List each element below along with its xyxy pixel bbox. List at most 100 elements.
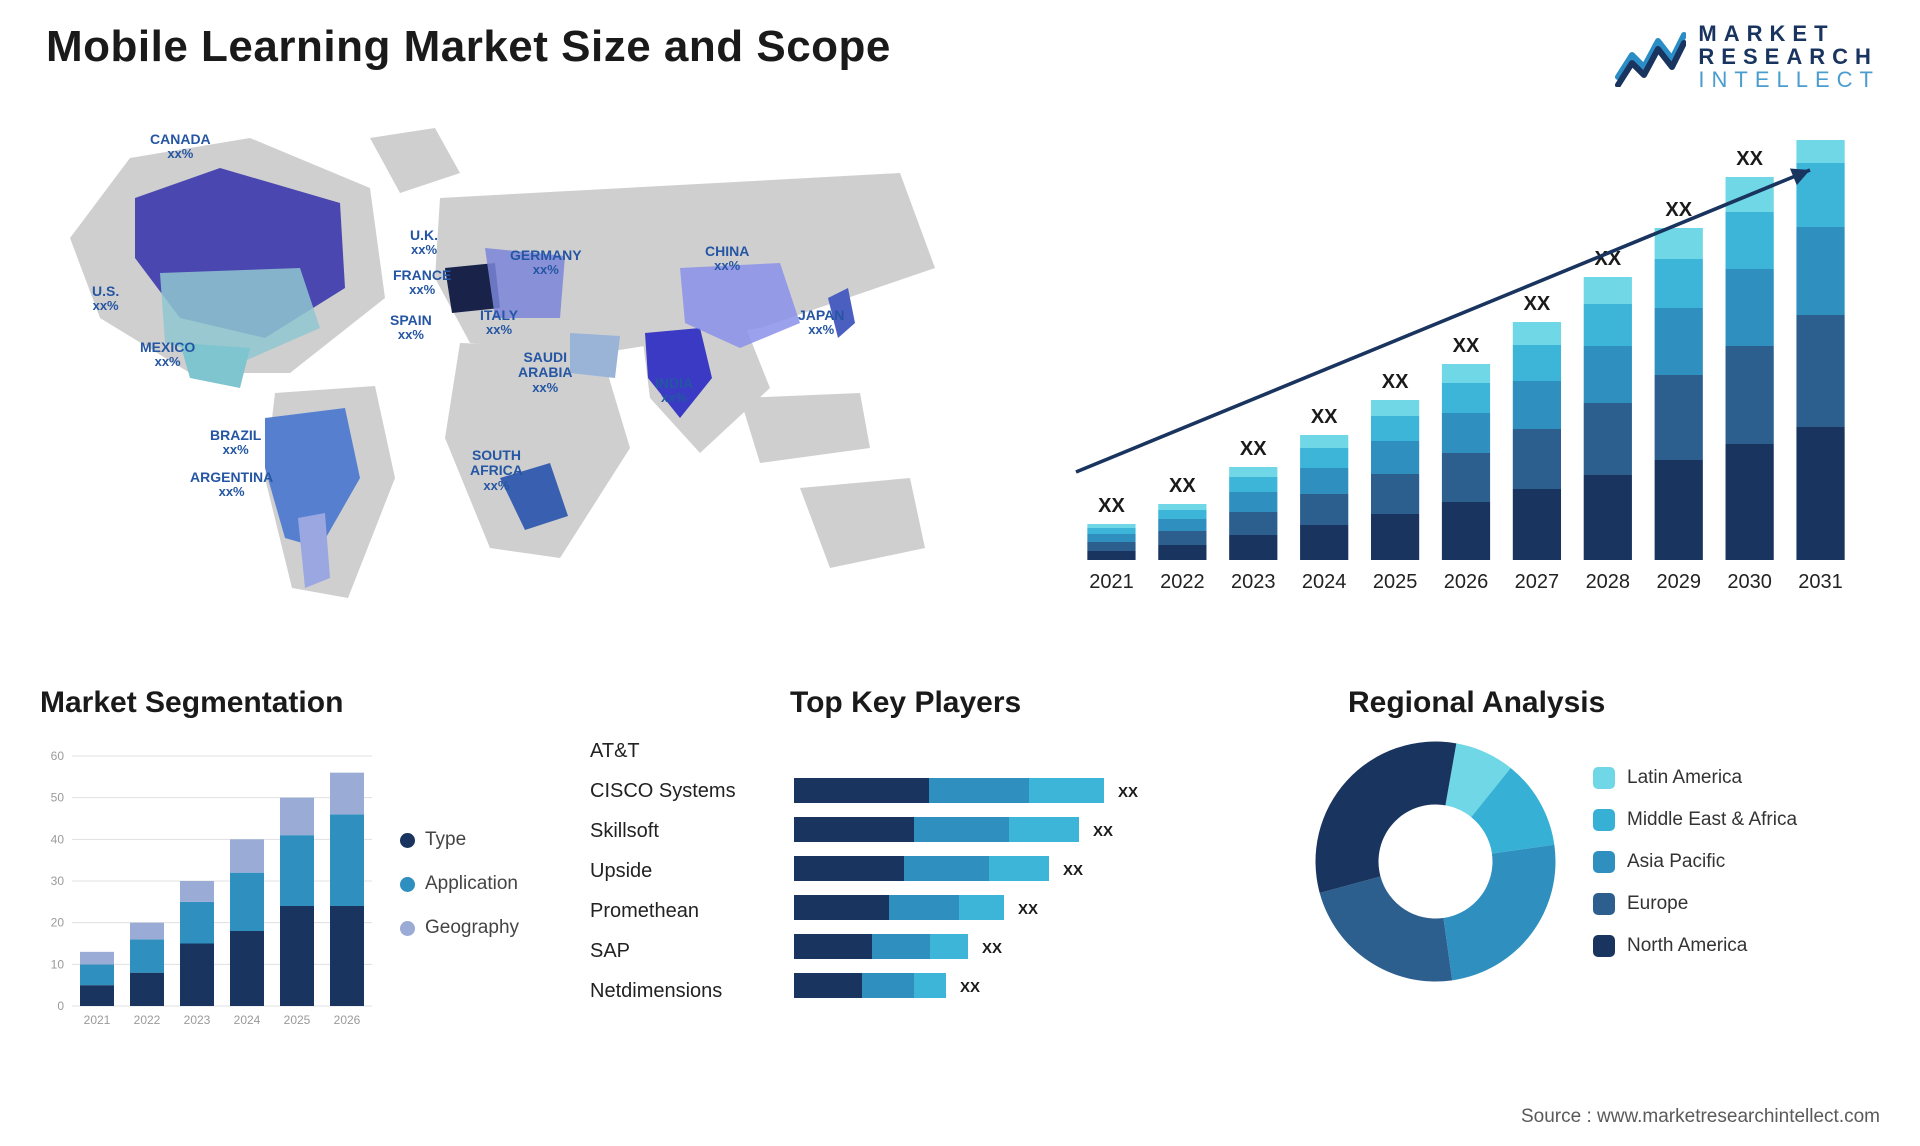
trend-year-label: 2024 <box>1302 571 1347 593</box>
trend-bar-segment <box>1726 269 1774 346</box>
square-icon <box>1593 935 1615 957</box>
circle-icon <box>400 877 415 892</box>
player-bar-segment <box>794 778 929 803</box>
trend-bar-segment <box>1087 542 1135 551</box>
trend-year-label: 2030 <box>1727 571 1772 593</box>
logo-text: MARKET RESEARCH INTELLECT <box>1698 22 1880 91</box>
player-bar-segment <box>959 895 1004 920</box>
regional-legend-label: Asia Pacific <box>1627 851 1725 873</box>
trend-bar-value: XX <box>1169 475 1196 497</box>
trend-bar-segment <box>1584 277 1632 304</box>
trend-bar-value: XX <box>1311 406 1338 428</box>
circle-icon <box>400 921 415 936</box>
player-bar-segment <box>930 934 968 959</box>
seg-bar-segment <box>130 923 164 940</box>
seg-bar-segment <box>130 939 164 972</box>
trend-bar-segment <box>1442 413 1490 453</box>
page-title: Mobile Learning Market Size and Scope <box>46 22 891 72</box>
trend-bar-value: XX <box>1453 335 1480 357</box>
trend-bar-segment <box>1158 504 1206 510</box>
map-label: ITALYxx% <box>480 308 518 338</box>
regional-legend: Latin AmericaMiddle East & AfricaAsia Pa… <box>1593 767 1797 957</box>
trend-bar-segment <box>1229 535 1277 560</box>
trend-bar-segment <box>1371 441 1419 474</box>
seg-legend-item: Geography <box>400 917 519 939</box>
trend-bar-segment <box>1371 474 1419 514</box>
page: Mobile Learning Market Size and Scope MA… <box>0 0 1920 1146</box>
regional-legend-label: Latin America <box>1627 767 1742 789</box>
logo-line1: MARKET <box>1698 22 1880 45</box>
trend-bar-segment <box>1796 227 1844 315</box>
regional-legend-item: North America <box>1593 935 1797 957</box>
player-bar-segment <box>794 817 914 842</box>
trend-bar-segment <box>1300 435 1348 448</box>
trend-bar-value: XX <box>1240 438 1267 460</box>
seg-ytick: 30 <box>51 874 65 888</box>
trend-year-label: 2022 <box>1160 571 1205 593</box>
bottom-row: Market Segmentation 01020304050602021202… <box>40 686 1880 1086</box>
regional-analysis: Regional Analysis Latin AmericaMiddle Ea… <box>1290 686 1880 1086</box>
trend-bar-segment <box>1655 460 1703 560</box>
trend-bar-segment <box>1300 494 1348 525</box>
trend-bar-segment <box>1655 308 1703 375</box>
trend-bar-segment <box>1584 475 1632 560</box>
map-label: U.K.xx% <box>410 228 438 258</box>
key-players-labels: AT&TCISCO SystemsSkillsoftUpsidePromethe… <box>590 734 770 1024</box>
seg-bar-segment <box>330 906 364 1006</box>
trend-bar-value: XX <box>1098 495 1125 517</box>
seg-bar-segment <box>230 931 264 1006</box>
map-label: SPAINxx% <box>390 313 432 343</box>
trend-bar-value: XX <box>1665 199 1692 221</box>
map-label: ARGENTINAxx% <box>190 470 273 500</box>
seg-ytick: 10 <box>51 957 65 971</box>
seg-bar-segment <box>330 814 364 906</box>
player-bar-segment <box>989 856 1049 881</box>
map-label: CHINAxx% <box>705 244 749 274</box>
map-label: GERMANYxx% <box>510 248 582 278</box>
trend-bar-segment <box>1655 375 1703 460</box>
trend-bar-segment <box>1087 524 1135 528</box>
seg-bar-segment <box>280 798 314 836</box>
logo-mark-icon <box>1614 27 1686 87</box>
segmentation-legend: Type Application Geography <box>400 734 519 1034</box>
player-label: SAP <box>590 940 770 963</box>
trend-bar-segment <box>1229 512 1277 535</box>
seg-bar-segment <box>180 944 214 1007</box>
trend-bar-segment <box>1442 364 1490 383</box>
square-icon <box>1593 809 1615 831</box>
trend-bar-segment <box>1158 519 1206 531</box>
trend-bar-segment <box>1726 444 1774 560</box>
player-bar-segment <box>889 895 959 920</box>
map-label: INDIAxx% <box>655 376 693 406</box>
segmentation: Market Segmentation 01020304050602021202… <box>40 686 590 1086</box>
trend-bar-segment <box>1158 545 1206 560</box>
seg-bar-segment <box>130 973 164 1006</box>
seg-legend-item: Type <box>400 829 519 851</box>
key-players-chart-svg: XXXXXXXXXXXX <box>794 734 1224 1024</box>
donut-slice <box>1320 876 1453 981</box>
trend-bar-segment <box>1229 492 1277 512</box>
trend-bar-segment <box>1655 259 1703 308</box>
trend-bar-segment <box>1442 502 1490 560</box>
trend-bar-segment <box>1584 403 1632 475</box>
trend-bar-segment <box>1584 304 1632 346</box>
square-icon <box>1593 893 1615 915</box>
player-bar-segment <box>914 973 946 998</box>
trend-bar-segment <box>1300 468 1348 494</box>
player-bar-value: XX <box>960 979 980 996</box>
player-bar-segment <box>862 973 914 998</box>
player-bar-segment <box>872 934 930 959</box>
trend-bar-segment <box>1229 477 1277 492</box>
seg-legend-label: Application <box>425 873 518 895</box>
seg-year: 2025 <box>284 1013 311 1027</box>
regional-title: Regional Analysis <box>1348 686 1880 720</box>
square-icon <box>1593 767 1615 789</box>
player-label: AT&T <box>590 740 770 763</box>
map-label: MEXICOxx% <box>140 340 195 370</box>
trend-bar-segment <box>1300 525 1348 560</box>
player-bar-segment <box>1029 778 1104 803</box>
map-label: CANADAxx% <box>150 132 211 162</box>
seg-ytick: 40 <box>51 832 65 846</box>
trend-year-label: 2026 <box>1444 571 1489 593</box>
seg-bar-segment <box>80 964 114 985</box>
